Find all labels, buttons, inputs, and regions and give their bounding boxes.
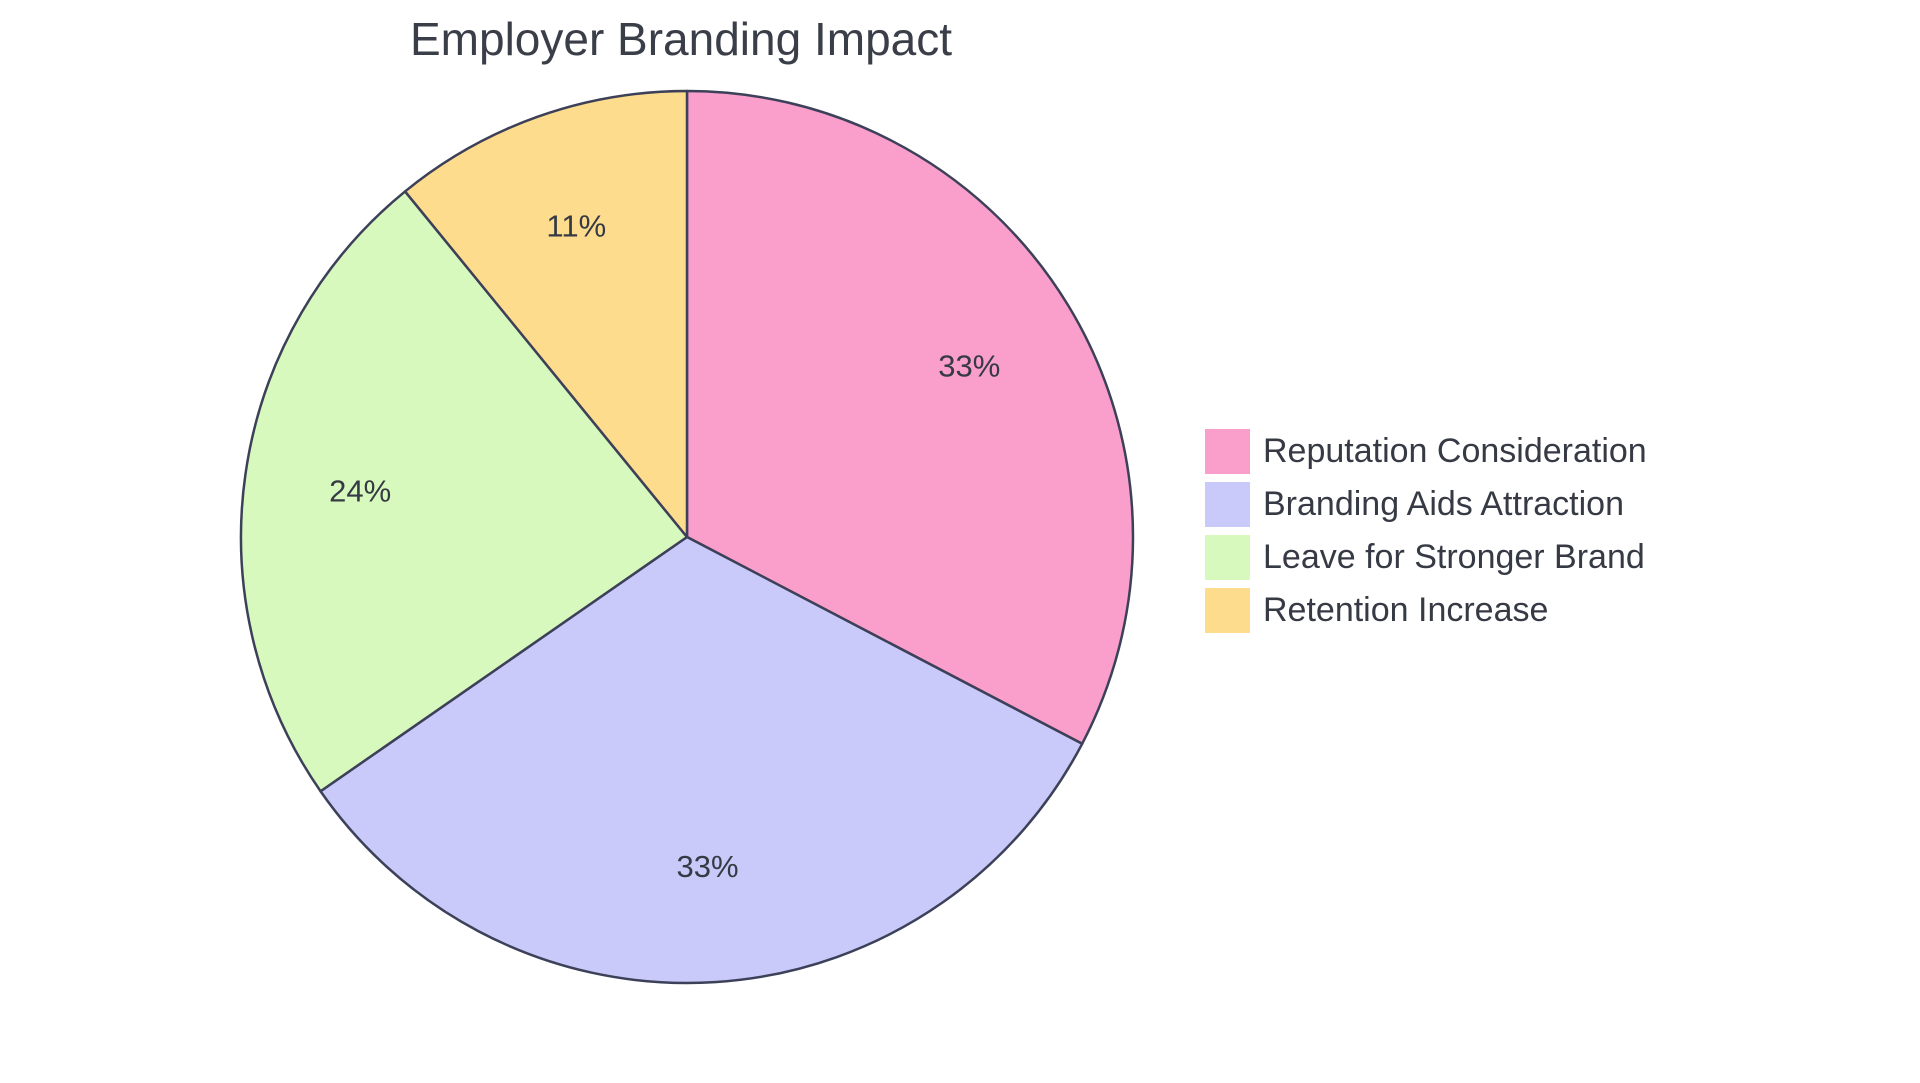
legend-item: Branding Aids Attraction [1205, 482, 1647, 527]
legend-swatch-icon [1205, 482, 1250, 527]
legend-item: Retention Increase [1205, 588, 1647, 633]
pie-percentage-labels: 33% 33% 24% 11% [329, 209, 1000, 884]
legend-swatch-icon [1205, 535, 1250, 580]
pie-wedges [239, 89, 1135, 985]
legend-label: Branding Aids Attraction [1263, 485, 1625, 523]
legend-item: Leave for Stronger Brand [1205, 535, 1647, 580]
pie-slice-2 [319, 535, 1084, 985]
legend-label: Leave for Stronger Brand [1263, 538, 1645, 576]
pie-slice-percentage: 33% [676, 849, 738, 884]
pie-slice-percentage: 11% [546, 209, 606, 244]
pie-slice-percentage: 33% [938, 349, 1000, 384]
pie-slice-percentage: 24% [329, 474, 391, 509]
legend: Reputation Consideration Branding Aids At… [1205, 429, 1647, 633]
legend-label: Reputation Consideration [1263, 432, 1647, 470]
legend-label: Retention Increase [1263, 591, 1549, 629]
legend-swatch-icon [1205, 588, 1250, 633]
legend-swatch-icon [1205, 429, 1250, 474]
chart-title: Employer Branding Impact [409, 13, 953, 65]
pie-slice-3 [239, 190, 689, 793]
pie-slice-1 [685, 89, 1135, 746]
legend-item: Reputation Consideration [1205, 429, 1647, 474]
pie-slice-4 [403, 89, 689, 539]
